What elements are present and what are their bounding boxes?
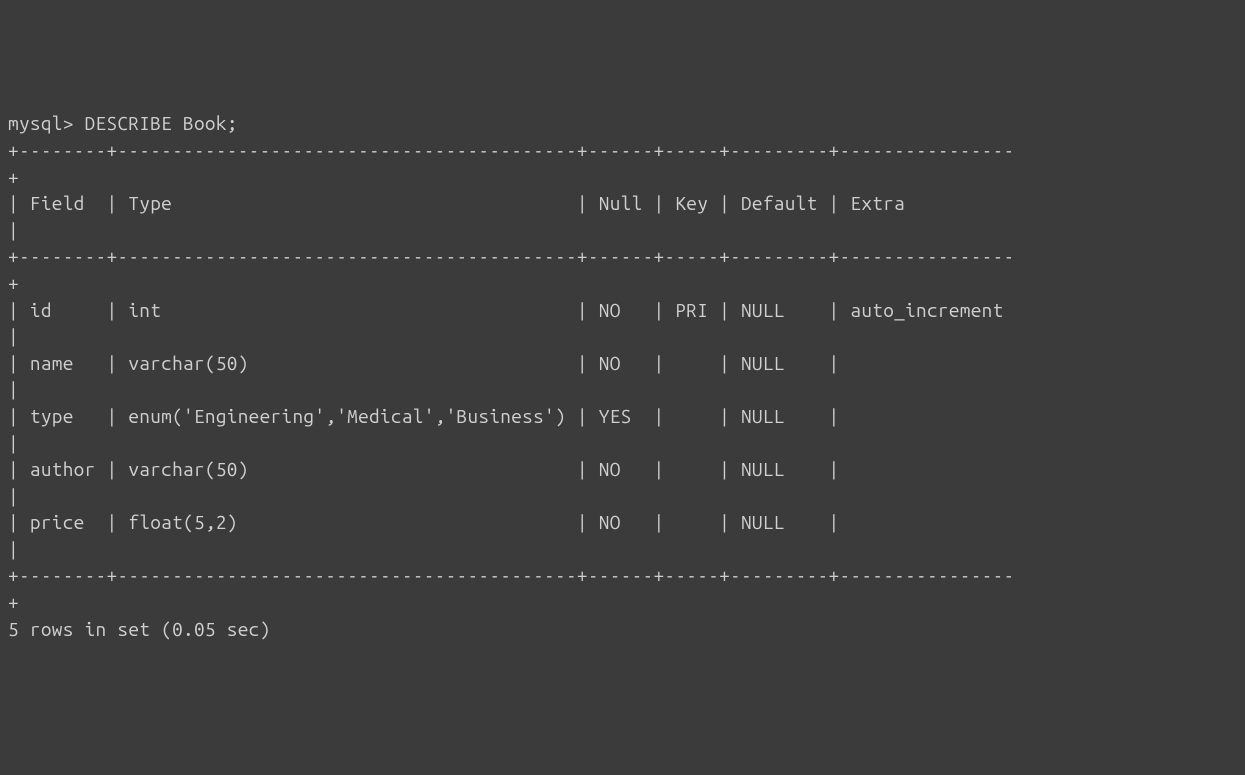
table-border-bottom: +--------+------------------------------… xyxy=(8,564,1014,613)
prompt: mysql> xyxy=(8,112,74,134)
table-body: | id | int | NO | PRI | NULL | auto_incr… xyxy=(8,299,1014,560)
footer-line: 5 rows in set (0.05 sec) xyxy=(8,618,271,640)
terminal-output: mysql> DESCRIBE Book; +--------+--------… xyxy=(8,110,1237,642)
table-header-row: | Field | Type | Null | Key | Default | … xyxy=(8,192,1014,241)
command: DESCRIBE Book; xyxy=(85,112,238,134)
table-border-mid: +--------+------------------------------… xyxy=(8,245,1014,294)
table-border-top: +--------+------------------------------… xyxy=(8,139,1014,188)
